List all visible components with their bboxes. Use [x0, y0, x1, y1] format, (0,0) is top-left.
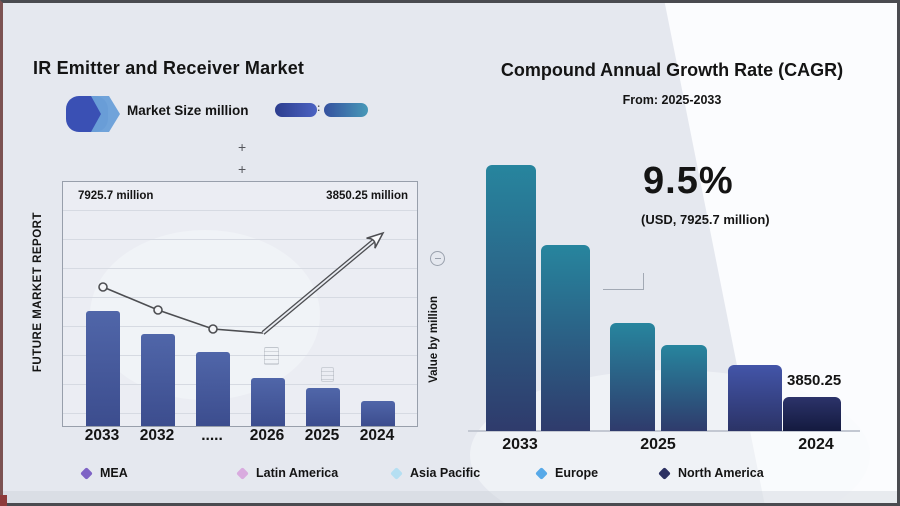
left-chart-title: IR Emitter and Receiver Market — [33, 58, 305, 78]
left-x-label: 2032 — [139, 427, 175, 444]
left-chart-watermark: FUTURE MARKET REPORT — [32, 212, 44, 373]
left-bar-2026 — [251, 378, 285, 426]
right-bar-2025-2 — [661, 345, 707, 431]
left-x-label: ..... — [201, 427, 223, 444]
legend-item-mea: MEA — [80, 466, 128, 480]
ratio-pill-left — [275, 103, 317, 117]
right-bar-2024-2 — [783, 397, 841, 431]
right-bar-2033-1 — [486, 165, 536, 431]
left-bar-2025 — [306, 388, 340, 426]
right-x-label: 2024 — [798, 436, 834, 453]
legend-diamond-icon — [658, 466, 671, 480]
right-bar-2025-1 — [610, 323, 655, 431]
circle-dash-icon — [430, 251, 445, 266]
cagr-value: 9.5% — [643, 160, 734, 202]
right-x-label: 2025 — [640, 436, 676, 453]
legend-item-europe: Europe — [535, 466, 599, 480]
market-size-logo-icon — [64, 92, 124, 141]
plus-mark-icon: + — [238, 161, 247, 177]
left-bar-2033 — [86, 311, 120, 426]
left-bar-chart: 7925.7 million 3850.25 million — [62, 181, 418, 427]
legend-diamond-icon — [80, 466, 93, 480]
legend-label: North America — [678, 466, 764, 480]
cagr-note: (USD, 7925.7 million) — [641, 212, 770, 227]
legend-label: Latin America — [256, 466, 339, 480]
callout-corner-line — [603, 273, 644, 290]
ratio-separator: : — [317, 103, 321, 114]
corner-accent — [0, 495, 7, 506]
right-bar-2033-2 — [541, 245, 590, 431]
ratio-pill-right — [324, 103, 368, 117]
right-chart-subtitle: From: 2025-2033 — [622, 93, 722, 107]
left-chart-min-value: 3850.25 million — [326, 190, 408, 202]
left-bar-2024 — [361, 401, 395, 426]
right-chart-data-label: 3850.25 — [787, 372, 842, 389]
legend-item-north-america: North America — [658, 466, 764, 480]
right-chart-ylabel: Value by million — [428, 296, 440, 383]
left-x-label: 2025 — [304, 427, 340, 444]
plus-mark-icon: + — [238, 139, 247, 155]
legend-label: Asia Pacific — [410, 466, 481, 480]
left-x-label: 2026 — [249, 427, 285, 444]
watermark-clipboard-icon — [321, 367, 334, 382]
bottom-shade — [0, 491, 900, 503]
legend-diamond-icon — [535, 466, 548, 480]
right-chart-title: Compound Annual Growth Rate (CAGR) — [500, 60, 844, 80]
market-size-label: Market Size million — [127, 103, 249, 118]
legend-item-asia-pacific: Asia Pacific — [390, 466, 481, 480]
left-bar-..... — [196, 352, 230, 426]
legend-diamond-icon — [390, 466, 403, 480]
legend-label: Europe — [555, 466, 599, 480]
trend-line-arrow — [98, 231, 385, 335]
legend-diamond-icon — [236, 466, 249, 480]
left-chart-max-value: 7925.7 million — [78, 190, 154, 202]
right-x-label: 2033 — [502, 436, 538, 453]
left-x-label: 2024 — [359, 427, 395, 444]
legend-item-latin-america: Latin America — [236, 466, 339, 480]
watermark-clipboard-icon — [264, 347, 279, 365]
legend-label: MEA — [100, 466, 128, 480]
left-x-label: 2033 — [84, 427, 120, 444]
right-bar-2024-1 — [728, 365, 782, 431]
left-bar-2032 — [141, 334, 175, 426]
